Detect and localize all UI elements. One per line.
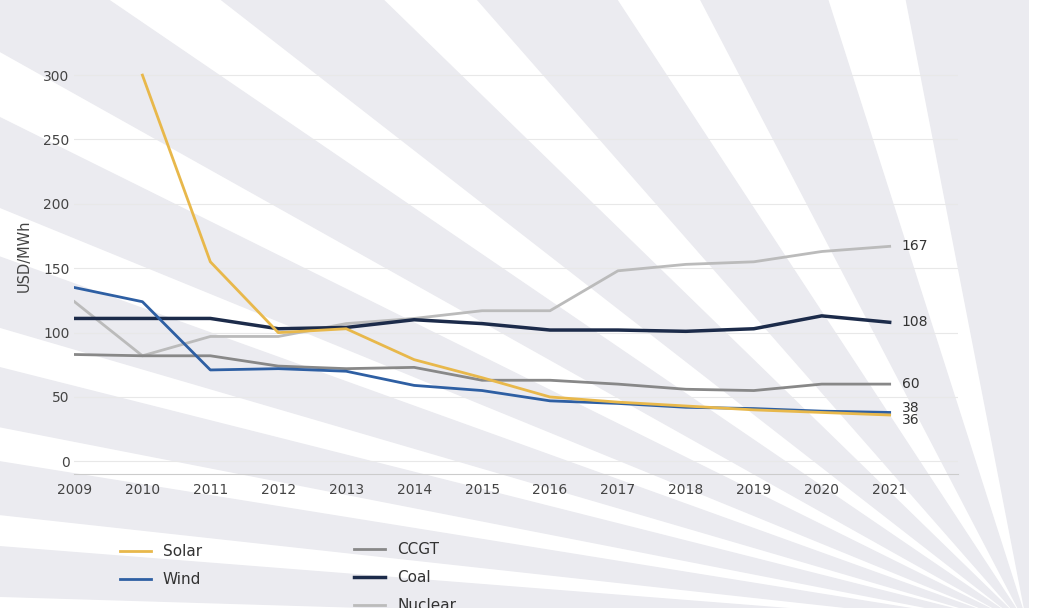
Polygon shape bbox=[0, 190, 1028, 608]
Polygon shape bbox=[0, 61, 1028, 608]
Polygon shape bbox=[0, 330, 1028, 608]
Y-axis label: USD/MWh: USD/MWh bbox=[17, 219, 32, 292]
Polygon shape bbox=[0, 477, 1028, 608]
Polygon shape bbox=[0, 0, 1028, 608]
Text: 36: 36 bbox=[902, 412, 919, 427]
Polygon shape bbox=[0, 0, 1028, 608]
Text: 108: 108 bbox=[902, 316, 929, 330]
Text: 167: 167 bbox=[902, 240, 929, 254]
Polygon shape bbox=[253, 0, 1028, 608]
Polygon shape bbox=[0, 0, 1028, 608]
Text: 38: 38 bbox=[902, 401, 919, 415]
Legend: Solar, Wind: Solar, Wind bbox=[114, 538, 209, 593]
Polygon shape bbox=[542, 0, 1028, 608]
Text: 60: 60 bbox=[902, 377, 919, 391]
Legend: CCGT, Coal, Nuclear: CCGT, Coal, Nuclear bbox=[348, 536, 462, 608]
Polygon shape bbox=[842, 0, 1028, 608]
